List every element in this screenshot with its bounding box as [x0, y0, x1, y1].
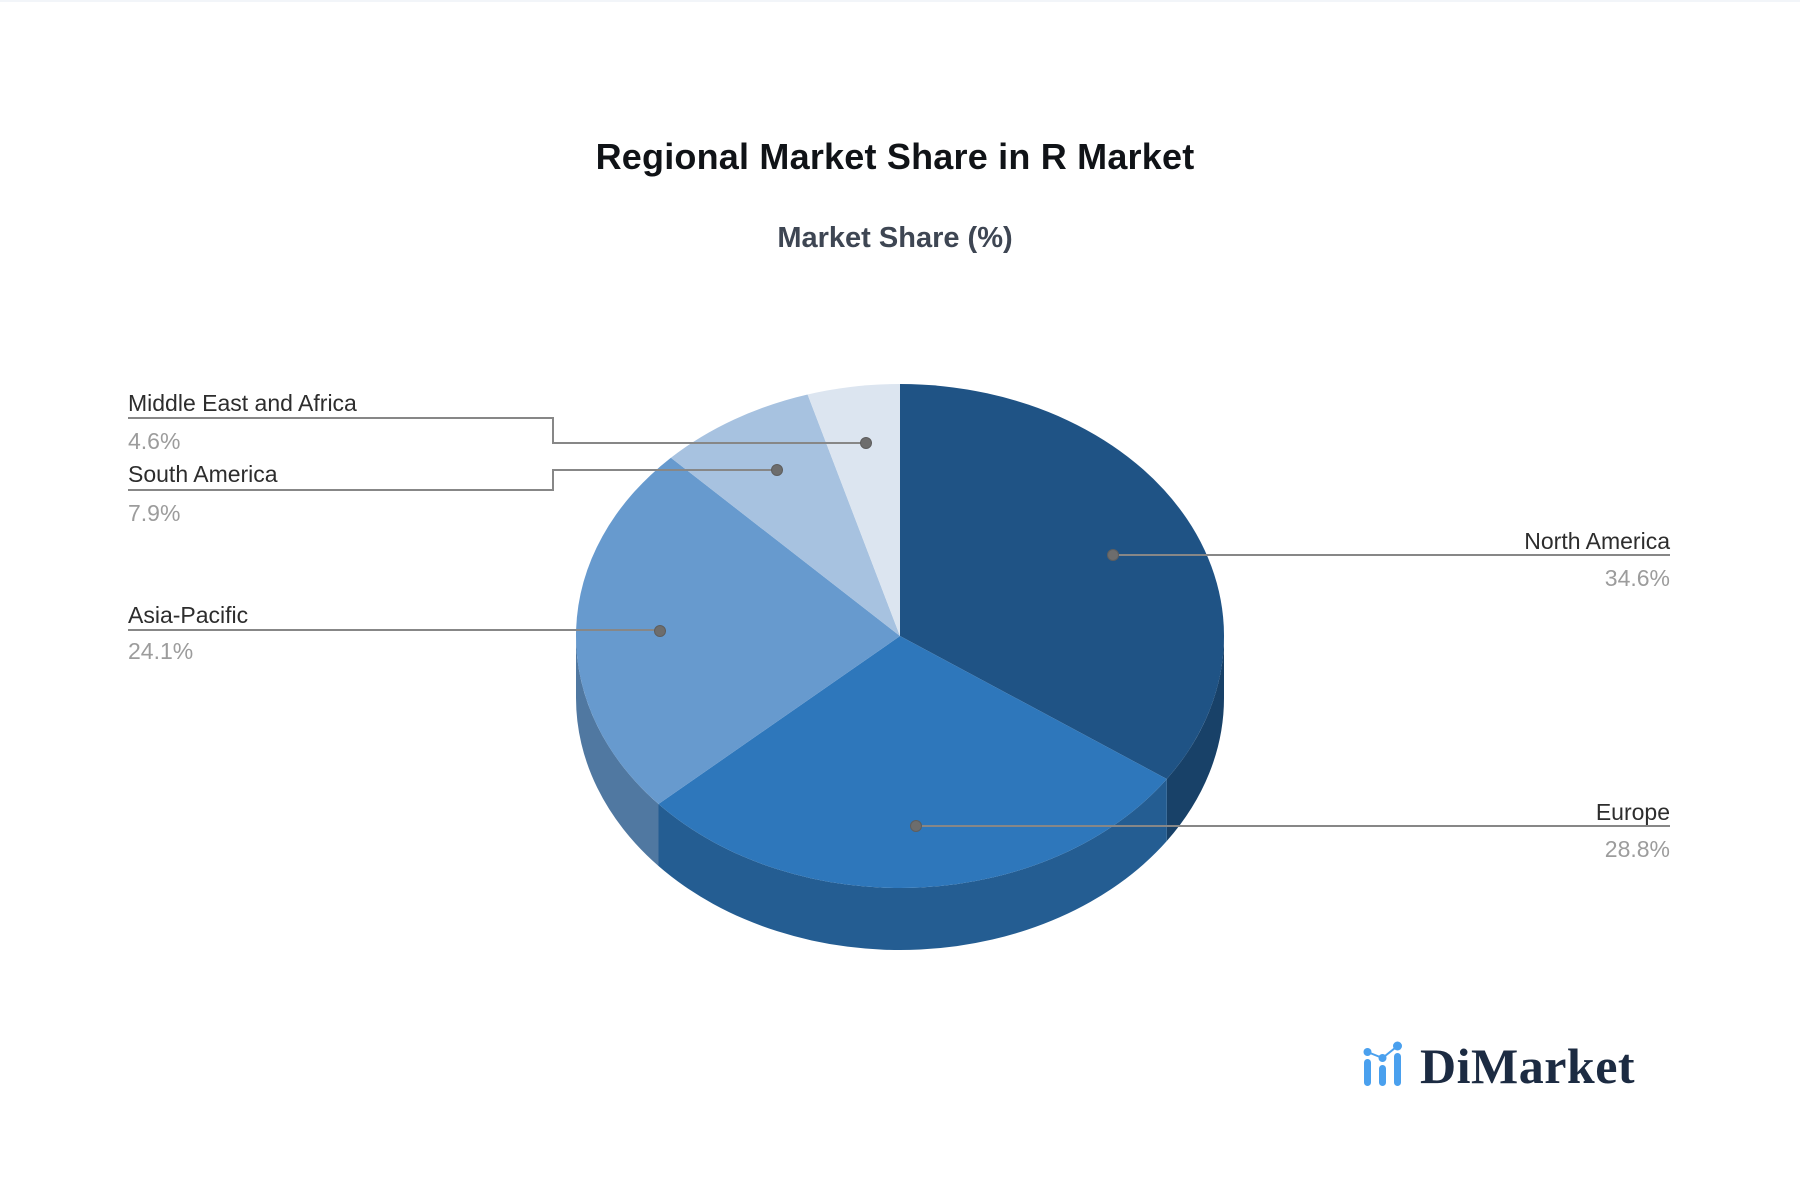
- anchor-dot-europe: [910, 820, 922, 832]
- callout-pct-south-america: 7.9%: [128, 500, 181, 526]
- pie-slice-asia-pacific: [575, 457, 900, 804]
- pie-slice-middle-east-africa: [807, 384, 900, 636]
- callout-pct-asia-pacific: 24.1%: [128, 638, 194, 664]
- callout-label-north-america: North America: [1524, 528, 1670, 554]
- pie-side-north-america: [1166, 636, 1224, 841]
- chart-subtitle: Market Share (%): [777, 222, 1013, 254]
- leader-line-middle-east-africa: [128, 417, 866, 444]
- callout-label-europe: Europe: [1595, 799, 1670, 825]
- pie-slice-north-america: [900, 384, 1225, 779]
- pie-side-europe: [658, 779, 1167, 951]
- leader-line-south-america: [128, 469, 777, 491]
- chart-title: Regional Market Share in R Market: [595, 136, 1195, 177]
- top-edge-divider: [0, 0, 1800, 2]
- callout-pct-north-america: 34.6%: [1604, 565, 1670, 591]
- anchor-dot-north-america: [1107, 549, 1119, 561]
- pie-slice-south-america: [670, 394, 900, 636]
- callout-label-asia-pacific: Asia-Pacific: [128, 602, 249, 628]
- brand-name: DiMarket: [1420, 1038, 1636, 1094]
- callout-pct-middle-east-africa: 4.6%: [128, 428, 181, 454]
- anchor-dot-south-america: [771, 464, 783, 476]
- anchor-dot-middle-east-africa: [860, 437, 872, 449]
- bar-chart-logo-icon: [1363, 1041, 1402, 1086]
- brand-logo: DiMarket: [1360, 1040, 1635, 1092]
- anchor-dot-asia-pacific: [654, 625, 666, 637]
- pie-side-asia-pacific: [576, 636, 659, 866]
- callout-pct-europe: 28.8%: [1604, 836, 1670, 862]
- callout-label-middle-east-africa: Middle East and Africa: [128, 390, 357, 416]
- callout-label-south-america: South America: [128, 461, 278, 487]
